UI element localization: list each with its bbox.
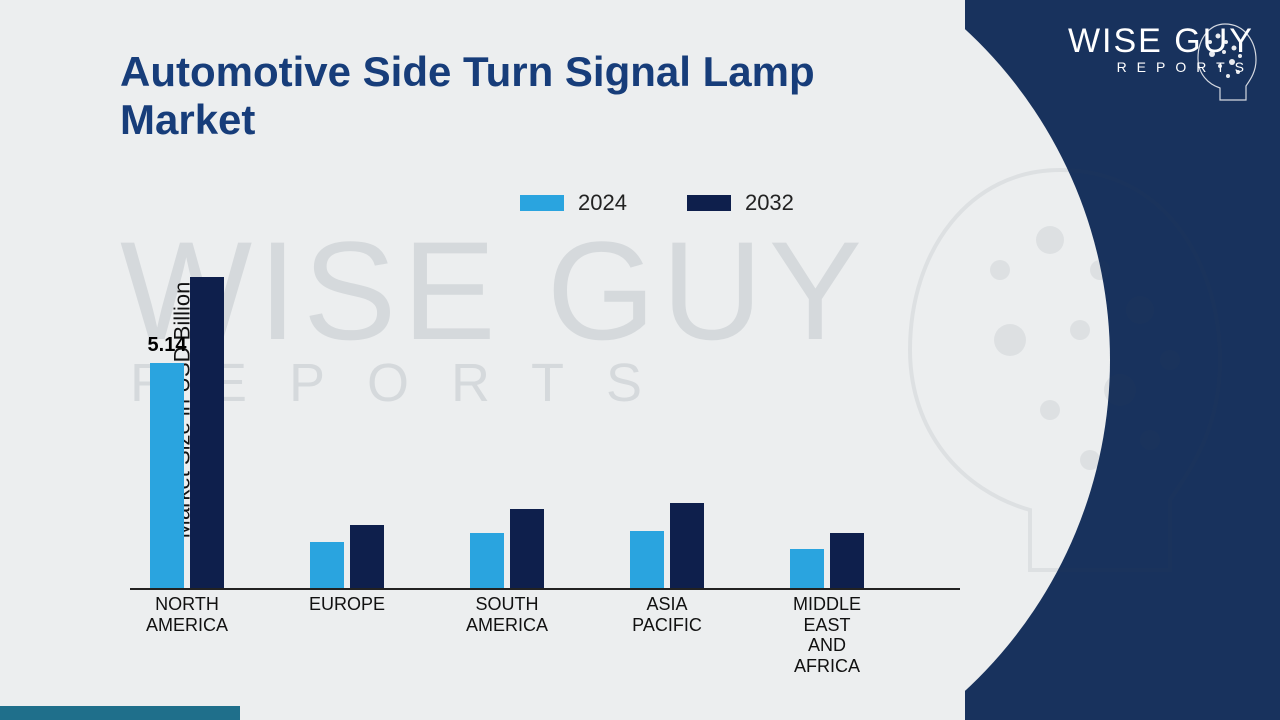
brand-logo: WISE GUY REPORTS [1068,22,1254,75]
legend: 2024 2032 [520,190,794,216]
bar-value-label: 5.14 [148,334,187,357]
bar [190,277,224,588]
legend-swatch-2032 [687,195,731,211]
legend-label-2024: 2024 [578,190,627,216]
plot: 5.14 [130,240,960,590]
bar [150,363,184,588]
bar [510,509,544,588]
category-label: NORTHAMERICA [117,594,257,635]
legend-item-2032: 2032 [687,190,794,216]
chart-title: Automotive Side Turn Signal Lamp Market [120,48,880,145]
category-labels: NORTHAMERICAEUROPESOUTHAMERICAASIAPACIFI… [130,594,960,704]
category-label: SOUTHAMERICA [437,594,577,635]
bar [670,503,704,588]
bar [350,525,384,588]
bar [310,542,344,588]
legend-label-2032: 2032 [745,190,794,216]
legend-item-2024: 2024 [520,190,627,216]
bar-group [630,503,704,588]
chart-area: Market Size in USD Billion 5.14 [100,230,960,590]
category-label: EUROPE [277,594,417,615]
bar-group [310,525,384,588]
bar [630,531,664,588]
brand-head-icon [1190,22,1260,102]
bar [830,533,864,588]
legend-swatch-2024 [520,195,564,211]
bar [790,549,824,588]
bar-group [790,533,864,588]
page-root: WISE GUY REPORTS Automotive Side Turn Si… [0,0,1280,720]
bar-group [150,277,224,588]
bar-group [470,509,544,588]
category-label: MIDDLEEASTANDAFRICA [757,594,897,677]
category-label: ASIAPACIFIC [597,594,737,635]
bar [470,533,504,588]
bottom-accent-bar [0,706,240,720]
